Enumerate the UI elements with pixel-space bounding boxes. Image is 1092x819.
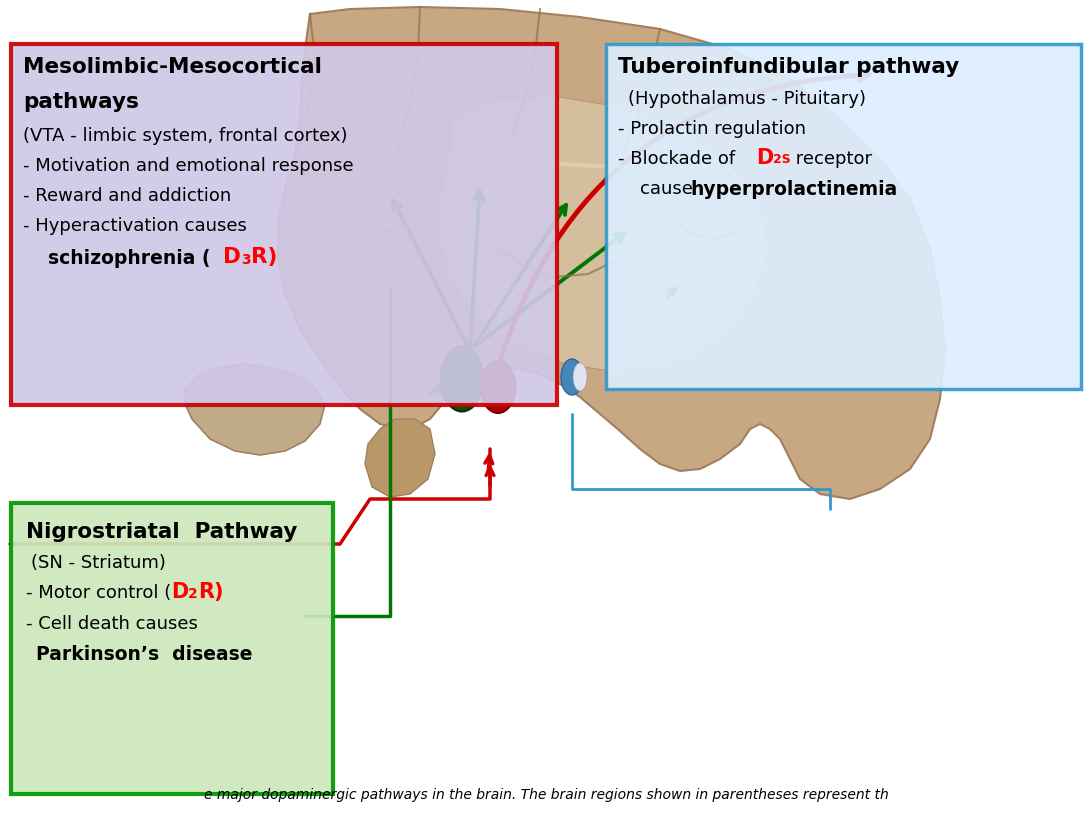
Text: D: D	[756, 148, 773, 168]
Bar	[606, 45, 1081, 389]
Text: - Blockade of: - Blockade of	[618, 150, 741, 168]
Text: - Motivation and emotional response: - Motivation and emotional response	[23, 157, 354, 175]
Text: Tuberoinfundibular pathway: Tuberoinfundibular pathway	[618, 57, 959, 77]
Text: - Cell death causes: - Cell death causes	[26, 614, 198, 632]
Text: - Motor control (: - Motor control (	[26, 584, 171, 602]
Text: 2S: 2S	[773, 153, 791, 166]
Text: - Reward and addiction: - Reward and addiction	[23, 187, 232, 205]
Text: schizophrenia (: schizophrenia (	[35, 249, 211, 268]
Text: R): R)	[251, 247, 277, 267]
Text: - Hyperactivation causes: - Hyperactivation causes	[23, 217, 247, 235]
PathPatch shape	[278, 8, 945, 500]
Text: (SN - Striatum): (SN - Striatum)	[31, 554, 166, 572]
Ellipse shape	[441, 347, 483, 412]
Ellipse shape	[573, 364, 587, 391]
Text: cause: cause	[640, 180, 699, 198]
Text: D: D	[171, 581, 188, 602]
PathPatch shape	[440, 98, 768, 372]
Text: Mesolimbic-Mesocortical: Mesolimbic-Mesocortical	[23, 57, 322, 77]
PathPatch shape	[185, 364, 325, 455]
Text: e major dopaminergic pathways in the brain. The brain regions shown in parenthes: e major dopaminergic pathways in the bra…	[203, 787, 889, 801]
Text: (VTA - limbic system, frontal cortex): (VTA - limbic system, frontal cortex)	[23, 127, 347, 145]
PathPatch shape	[365, 419, 435, 497]
Bar	[11, 45, 557, 405]
Text: 2: 2	[188, 586, 198, 600]
Text: hyperprolactinemia: hyperprolactinemia	[690, 180, 898, 199]
Text: Nigrostriatal  Pathway: Nigrostriatal Pathway	[26, 522, 297, 541]
Text: (Hypothalamus - Pituitary): (Hypothalamus - Pituitary)	[628, 90, 866, 108]
Text: receptor: receptor	[790, 150, 873, 168]
Ellipse shape	[480, 361, 515, 414]
Text: - Prolactin regulation: - Prolactin regulation	[618, 120, 806, 138]
Text: pathways: pathways	[23, 92, 139, 112]
Text: D: D	[223, 247, 241, 267]
Text: Parkinson’s  disease: Parkinson’s disease	[36, 645, 252, 663]
Text: R): R)	[198, 581, 224, 602]
Text: 3: 3	[241, 253, 250, 267]
Ellipse shape	[561, 360, 583, 396]
Bar	[11, 504, 333, 794]
